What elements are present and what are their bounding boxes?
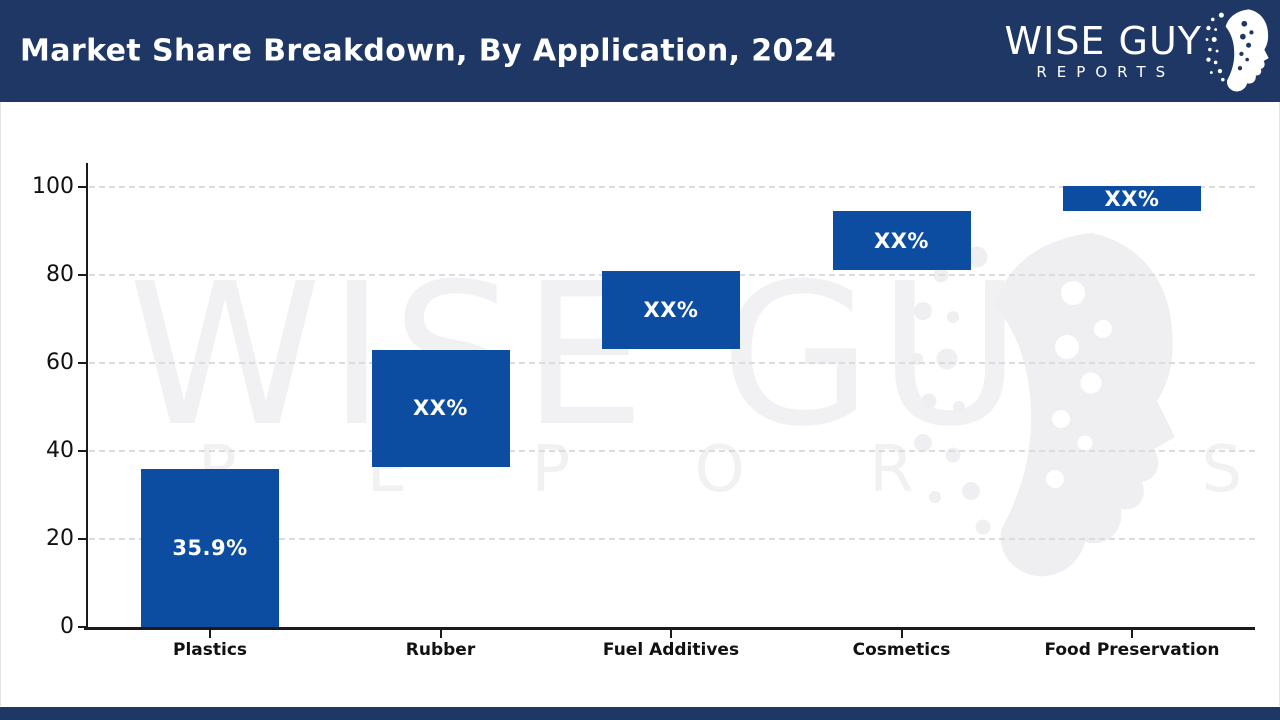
head-profile-icon [1205,9,1269,92]
y-axis-label-20: 20 [46,526,74,551]
x-axis-line [84,627,1255,630]
footer-bar [0,707,1280,720]
y-axis-tick-80 [78,274,87,276]
gridline-60 [89,362,1255,364]
page-title: Market Share Breakdown, By Application, … [20,33,837,69]
x-axis-tick-cosmetics [900,630,903,638]
y-axis-tick-100 [78,186,87,188]
watermark-head-icon [911,233,1175,577]
y-axis-tick-20 [78,538,87,540]
y-axis-label-40: 40 [46,438,74,463]
logo-reports-text: REPORTS [1036,62,1176,81]
x-axis-label-cosmetics: Cosmetics [852,640,951,660]
y-axis-tick-60 [78,362,87,364]
bar-value-label-fuel-additives: XX% [643,297,699,322]
bar-plastics: 35.9% [141,469,279,627]
bar-fuel-additives: XX% [602,271,740,349]
logo-text: WISE GUY REPORTS [1005,22,1202,81]
x-axis-label-plastics: Plastics [172,640,248,660]
y-axis-label-100: 100 [32,174,74,199]
bar-value-label-cosmetics: XX% [874,228,929,253]
x-axis-label-food-preservation: Food Preservation [1044,640,1220,660]
bar-value-label-rubber: XX% [413,396,468,421]
y-axis-tick-40 [78,450,87,452]
bar-rubber: XX% [371,349,510,467]
y-axis-label-0: 0 [60,614,74,639]
gridline-100 [89,186,1255,188]
x-axis-label-fuel-additives: Fuel Additives [602,640,740,660]
bar-value-label-plastics: 35.9% [172,536,248,560]
x-axis-tick-food-preservation [1131,630,1133,638]
logo-wise-guy-text: WISE GUY [1004,18,1202,63]
x-axis-tick-rubber [439,630,442,638]
bar-value-label-food-preservation: XX% [1104,186,1160,211]
gridline-20 [89,538,1255,540]
x-axis-tick-fuel-additives [670,630,672,638]
y-axis-label-60: 60 [46,350,74,375]
gridline-40 [89,450,1255,452]
y-axis-line [86,163,88,630]
y-axis-label-80: 80 [46,262,74,287]
x-axis-tick-plastics [209,630,211,638]
bar-food-preservation: XX% [1063,186,1201,212]
header-bar: Market Share Breakdown, By Application, … [0,0,1280,102]
wise-guy-reports-logo: WISE GUY REPORTS [1005,8,1276,94]
x-axis-label-rubber: Rubber [405,640,476,660]
y-axis-tick-0 [78,626,87,628]
bar-cosmetics: XX% [832,211,971,271]
